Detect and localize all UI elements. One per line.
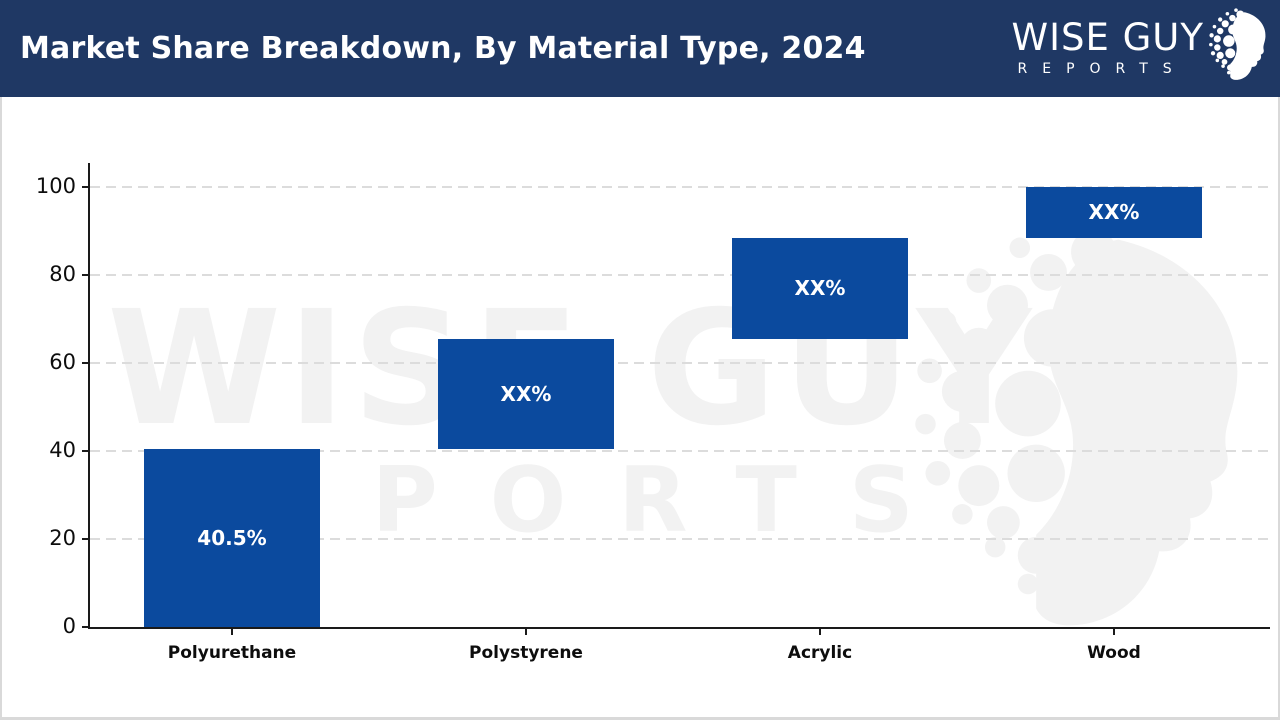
x-tick-label: Wood [1087, 643, 1141, 663]
watermark-head-icon [915, 217, 1238, 626]
bar: 40.5% [144, 448, 320, 627]
gridline [90, 362, 1268, 364]
wiseguy-head-icon [1209, 8, 1266, 80]
gridline [90, 538, 1268, 540]
gridline [90, 450, 1268, 452]
x-tick-label: Polyurethane [167, 643, 297, 663]
y-tick-label: 0 [62, 614, 76, 638]
y-tick-label: 20 [49, 526, 76, 550]
gridline [90, 274, 1268, 276]
y-tick-label: 60 [49, 350, 76, 374]
x-tick-label: Polystyrene [469, 643, 583, 663]
bar: XX% [1026, 187, 1202, 238]
wiseguy-logo: WISE GUY REPORTS [1012, 4, 1272, 87]
bar: XX% [732, 237, 908, 339]
y-tick [82, 362, 90, 364]
page-title: Market Share Breakdown, By Material Type… [20, 31, 866, 66]
y-tick [82, 186, 90, 188]
logo-wordmark: WISE GUY REPORTS [1011, 16, 1204, 78]
x-tick [819, 627, 821, 635]
bar: XX% [438, 338, 614, 449]
y-tick [82, 538, 90, 540]
y-tick [82, 274, 90, 276]
y-tick [82, 450, 90, 452]
plot: 0 20 40 60 80 100 40.5% Polyurethane XX% Polystyr… [2, 97, 1278, 717]
x-tick [525, 627, 527, 635]
x-tick [231, 627, 233, 635]
y-tick [82, 626, 90, 628]
gridline [90, 186, 1268, 188]
chart-area: WISE GUY REPORTS [0, 97, 1280, 720]
y-tick-label: 40 [49, 438, 76, 462]
y-axis-line [88, 163, 90, 629]
header: Market Share Breakdown, By Material Type… [0, 0, 1280, 97]
y-tick-label: 80 [49, 262, 76, 286]
logo-title-text: WISE GUY [1011, 16, 1204, 59]
bar-value-label: XX% [500, 381, 552, 406]
bar-value-label: XX% [1088, 200, 1140, 225]
bar-value-label: 40.5% [197, 525, 267, 550]
x-tick-label: Acrylic [787, 643, 853, 663]
bar-value-label: XX% [794, 276, 846, 301]
x-tick [1113, 627, 1115, 635]
logo-subtitle-text: REPORTS [1017, 61, 1187, 77]
y-tick-label: 100 [35, 174, 76, 198]
x-axis-line [88, 627, 1270, 629]
